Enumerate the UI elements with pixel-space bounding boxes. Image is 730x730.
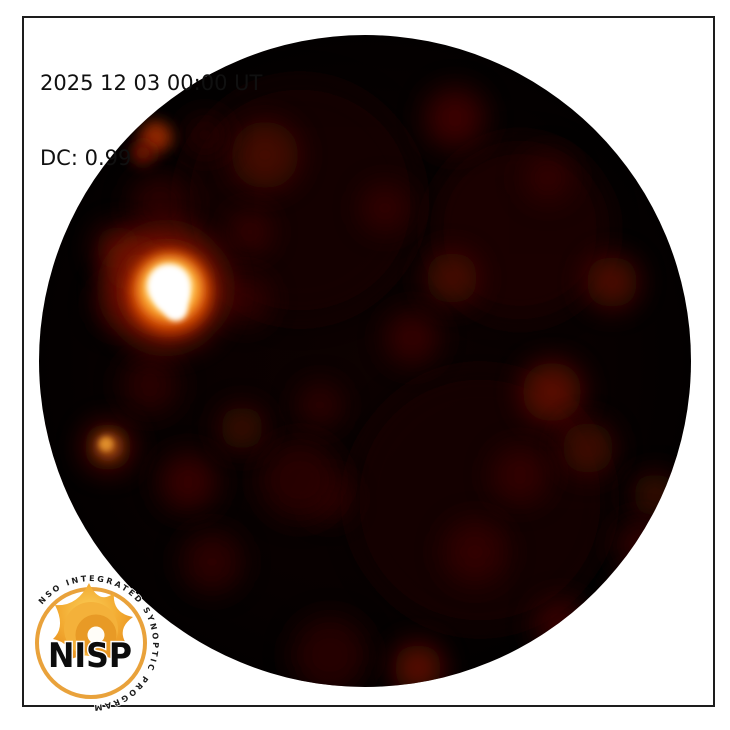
logo-arch-icon [75,614,117,656]
heatmap-blob [292,617,368,687]
timestamp-label: 2025 12 03 00:00 UT [40,71,263,95]
logo-acronym-text: NISP [48,636,132,676]
heatmap-blob [426,252,478,304]
heatmap-blob [562,422,614,474]
heatmap-blob [165,299,187,321]
heatmap-blob [220,406,264,450]
heatmap-blob [298,383,342,427]
heatmap-blob [522,362,582,422]
heatmap-blob [230,212,270,252]
heatmap-blob [221,276,269,324]
heatmap-blob [524,154,572,202]
heatmap-blob [586,256,638,308]
solar-activity-blobs [84,80,677,687]
heatmap-blob [182,532,242,592]
heatmap-blob [185,115,225,155]
heatmap-blob [131,141,155,165]
heatmap-blob [534,599,586,651]
annotation-block: 2025 12 03 00:00 UT DC: 0.99 [40,21,262,221]
heatmap-blob [361,184,409,232]
heatmap-blob [122,357,178,413]
heatmap-blob [260,440,340,520]
heatmap-blob [616,521,664,569]
heatmap-blob [231,121,299,189]
heatmap-blob [130,175,190,235]
heatmap-blob [394,644,442,687]
heatmap-blob [443,520,507,584]
nisp-logo: NISP NSO INTEGRATED SYNOPTIC PROGRAM [35,573,158,713]
heatmap-blob [425,88,485,148]
heatmap-blob [614,574,670,630]
heatmap-blob [633,473,677,517]
heatmap-blob [99,437,113,451]
heatmap-blob [350,370,610,630]
heatmap-blob [160,454,216,510]
heatmap-blob [492,447,548,503]
heatmap-blob [386,312,438,364]
logo-arch-hole [87,626,105,644]
duty-cycle-label: DC: 0.99 [40,146,132,170]
